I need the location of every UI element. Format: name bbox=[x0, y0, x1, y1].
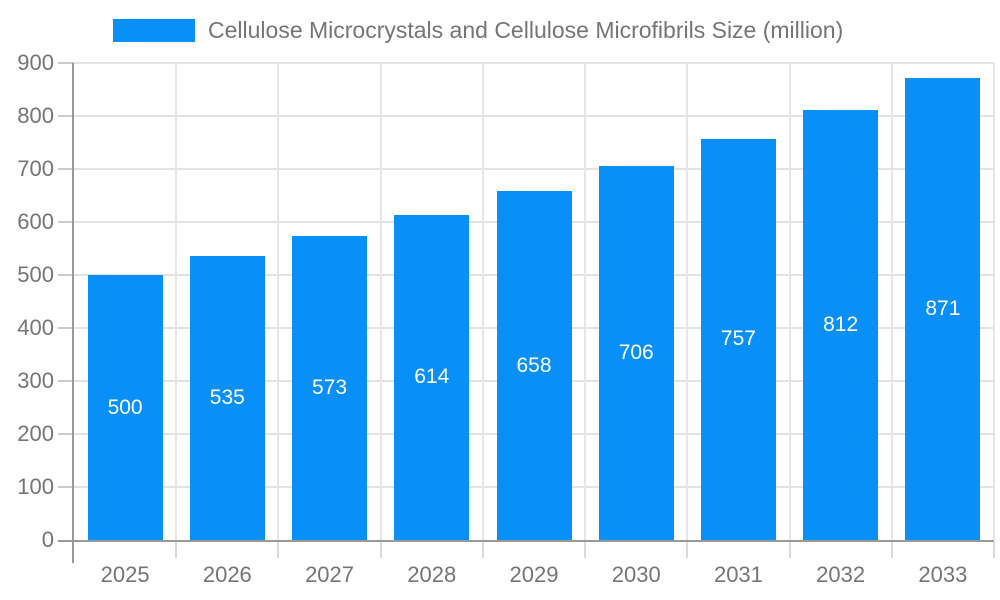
bar[interactable] bbox=[496, 191, 572, 540]
grid-line-vertical bbox=[686, 63, 689, 540]
y-axis-tick bbox=[58, 168, 74, 170]
bar-value-label: 614 bbox=[414, 365, 450, 389]
x-axis-tick bbox=[277, 542, 280, 558]
bar-value-label: 706 bbox=[618, 340, 654, 364]
y-axis-label: 300 bbox=[17, 368, 54, 393]
y-axis-tick bbox=[58, 274, 74, 276]
grid-line-vertical bbox=[788, 63, 791, 540]
legend-label: Cellulose Microcrystals and Cellulose Mi… bbox=[208, 17, 844, 43]
bar[interactable] bbox=[700, 138, 776, 540]
y-axis-tick bbox=[58, 221, 74, 223]
y-axis-tick bbox=[58, 486, 74, 488]
y-axis-label: 0 bbox=[41, 527, 54, 552]
legend-swatch-icon bbox=[113, 18, 195, 42]
y-axis-label: 700 bbox=[17, 156, 54, 181]
x-axis-tick bbox=[584, 542, 587, 558]
y-axis-label: 500 bbox=[17, 262, 54, 287]
bar-value-label: 573 bbox=[312, 376, 348, 400]
x-axis-tick bbox=[890, 542, 893, 558]
bar[interactable] bbox=[292, 236, 368, 540]
grid-line-vertical bbox=[584, 63, 587, 540]
x-axis-label: 2029 bbox=[509, 562, 559, 587]
grid-line-vertical bbox=[175, 63, 178, 540]
y-axis-tick bbox=[58, 62, 74, 64]
y-axis-tick bbox=[58, 327, 74, 329]
grid-line-horizontal bbox=[74, 115, 994, 117]
x-axis-tick bbox=[379, 542, 382, 558]
x-axis-tick bbox=[481, 542, 484, 558]
grid-line-vertical bbox=[379, 63, 382, 540]
bar-value-label: 871 bbox=[925, 297, 961, 321]
bar-value-label: 658 bbox=[516, 353, 552, 377]
bar-value-label: 757 bbox=[720, 327, 756, 351]
x-axis-tick bbox=[175, 542, 178, 558]
x-axis-label: 2026 bbox=[202, 562, 252, 587]
x-axis-label: 2032 bbox=[816, 562, 866, 587]
bar-value-label: 812 bbox=[823, 312, 859, 336]
legend[interactable]: Cellulose Microcrystals and Cellulose Mi… bbox=[113, 17, 843, 43]
bar[interactable] bbox=[87, 275, 163, 540]
x-axis-label: 2025 bbox=[100, 562, 150, 587]
y-axis-label: 900 bbox=[17, 50, 54, 75]
grid-line-vertical bbox=[481, 63, 484, 540]
bar[interactable] bbox=[189, 256, 265, 540]
x-axis-tick bbox=[788, 542, 791, 558]
x-axis-label: 2027 bbox=[305, 562, 355, 587]
grid-line-horizontal bbox=[74, 62, 994, 64]
x-axis-tick bbox=[993, 542, 995, 558]
y-axis-label: 600 bbox=[17, 209, 54, 234]
bar[interactable] bbox=[394, 214, 470, 540]
y-axis-label: 800 bbox=[17, 103, 54, 128]
x-axis-tick bbox=[686, 542, 689, 558]
x-axis-label: 2030 bbox=[611, 562, 661, 587]
y-axis-tick bbox=[58, 115, 74, 117]
bar[interactable] bbox=[803, 109, 879, 540]
y-axis-label: 400 bbox=[17, 315, 54, 340]
y-axis-label: 200 bbox=[17, 421, 54, 446]
x-axis-label: 2033 bbox=[918, 562, 968, 587]
grid-line-vertical bbox=[993, 63, 995, 540]
y-axis-line bbox=[72, 63, 74, 563]
y-axis-tick bbox=[58, 380, 74, 382]
bar[interactable] bbox=[598, 165, 674, 540]
grid-line-horizontal bbox=[74, 168, 994, 170]
grid-line-vertical bbox=[277, 63, 280, 540]
x-axis-label: 2028 bbox=[407, 562, 457, 587]
x-axis-label: 2031 bbox=[713, 562, 763, 587]
bar[interactable] bbox=[905, 78, 981, 540]
bar-value-label: 500 bbox=[107, 395, 143, 419]
bar-value-label: 535 bbox=[209, 386, 245, 410]
grid-line-vertical bbox=[890, 63, 893, 540]
x-axis-line bbox=[58, 540, 994, 542]
y-axis-label: 100 bbox=[17, 474, 54, 499]
y-axis-tick bbox=[58, 433, 74, 435]
